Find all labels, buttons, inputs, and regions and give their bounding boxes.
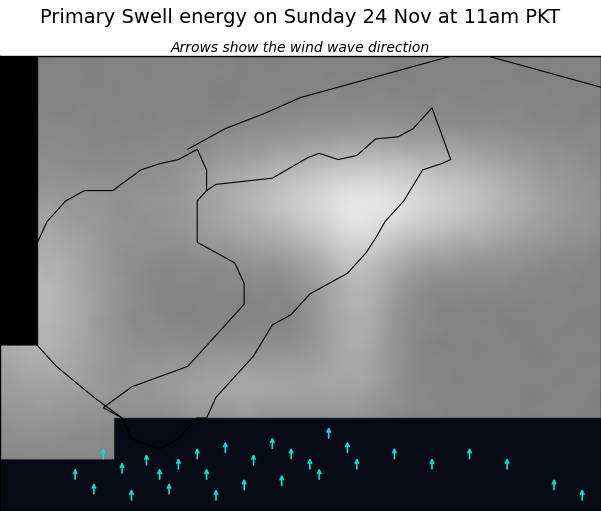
Text: Arrows show the wind wave direction: Arrows show the wind wave direction: [171, 41, 430, 55]
Text: Primary Swell energy on Sunday 24 Nov at 11am PKT: Primary Swell energy on Sunday 24 Nov at…: [40, 8, 561, 27]
